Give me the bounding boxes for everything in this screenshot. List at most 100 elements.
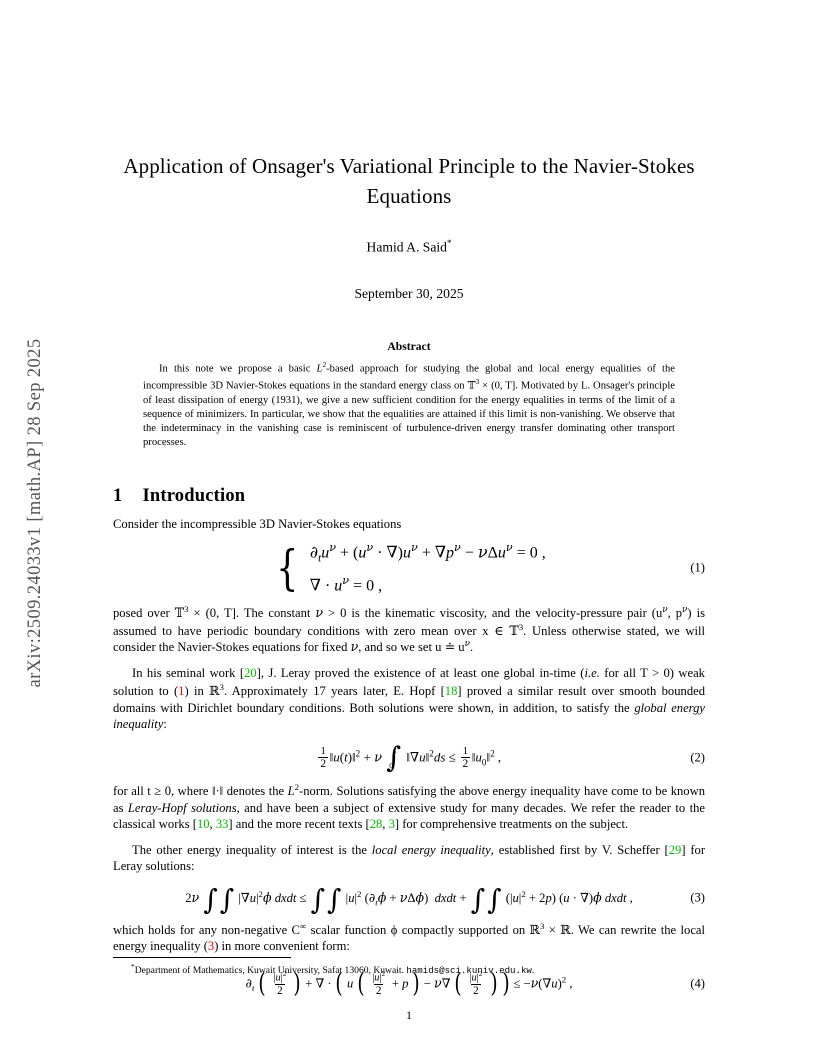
p6-reals-symbol: ℝ [529, 921, 541, 937]
p2-u-superscript-2: ν [464, 639, 470, 650]
author-line: Hamid A. Said* [113, 238, 705, 256]
p2-torus-exponent-2: 3 [518, 621, 524, 632]
abstract-math-T: 𝕋 [467, 379, 476, 392]
p3-seg-b: ], J. Leray proved the existence of at l… [256, 666, 585, 681]
abstract-math-L: L [316, 363, 323, 375]
p2-seg-c: > 0 is the kinematic viscosity, and the … [323, 606, 663, 621]
p4-italic-term: Leray-Hopf solutions [127, 800, 237, 815]
section-title: Introduction [142, 485, 246, 506]
arxiv-identifier-stamp: arXiv:2509.24033v1 [math.AP] 28 Sep 2025 [0, 0, 70, 1056]
citation-link-20[interactable]: 20 [244, 666, 257, 681]
abstract-math-T-exponent: 3 [475, 376, 480, 386]
p3-ie-italic: i.e. [584, 666, 600, 681]
section-number: 1 [113, 485, 123, 506]
p6-reals-symbol-2: ℝ [560, 921, 571, 937]
p6-infinity-exponent: ∞ [299, 920, 307, 931]
abstract-body: In this note we propose a basic L2-based… [143, 360, 675, 450]
equation-1-line-1: ∂tuν + (uν · ∇)uν + ∇pν − νΔuν = 0 , [309, 541, 546, 565]
equation-4-block: ∂t ( |u|2 2 ) + ∇ · ( u ( |u|2 2 + p ) − ν… [113, 968, 706, 999]
footnote-email[interactable]: hamids@sci.kuniv.edu.kw [406, 965, 532, 977]
p2-u-superscript: ν [662, 605, 668, 616]
citation-link-29[interactable]: 29 [668, 842, 682, 857]
p3-italic-term: global energy inequality [113, 700, 705, 732]
abstract-heading: Abstract [387, 340, 431, 354]
page-title: Application of Onsager's Variational Pri… [123, 154, 695, 208]
paragraph-leray-hopf: In his seminal work [20], J. Leray prove… [113, 665, 705, 732]
abstract-math-L-exponent: 2 [322, 360, 327, 370]
p4-seg-c: , and have been a subject of extensive s… [113, 800, 705, 832]
p2-seg-d: , p [667, 606, 683, 621]
footnote-body-text: Department of Mathematics, Kuwait Univer… [134, 965, 407, 977]
arxiv-stamp-text: arXiv:2509.24033v1 [math.AP] 28 Sep 2025 [24, 338, 45, 688]
equation-4-expression: ∂t ( |u|2 2 ) + ∇ · ( u ( |u|2 2 + p ) − ν… [245, 968, 573, 999]
equation-3-expression: 2ν ∫∫ |∇u|2ϕ dxdt ≤ ∫∫ |u|2 (∂tϕ + νΔϕ) … [185, 882, 633, 916]
section-heading-introduction: 1 Introduction [113, 486, 705, 507]
p6-seg-e: ) in more convenient form: [214, 939, 350, 954]
p2-seg-b: × (0, T]. The constant [188, 606, 316, 621]
paragraph-rewrite-lei: which holds for any non-negative C∞ scal… [113, 921, 705, 955]
equation-4-tag: (4) [690, 976, 705, 991]
paragraph-local-energy-inequality: The other energy inequality of interest … [113, 842, 705, 875]
author-footnote-marker: * [446, 237, 452, 248]
equation-1-rows: ∂tuν + (uν · ∇)uν + ∇pν − νΔuν = 0 , ∇ ·… [310, 541, 546, 595]
p5-seg-c: ] for Leray solutions: [113, 842, 706, 874]
eq4-frac-3: |u|2 2 [469, 969, 483, 998]
p6-reals-exponent: 3 [540, 920, 545, 931]
citation-link-28[interactable]: 28 [369, 817, 383, 832]
p4-math-L: L [287, 784, 295, 799]
p2-seg-h: . [469, 640, 474, 655]
p5-seg-b: , established first by V. Scheffer [ [490, 842, 669, 857]
system-brace-icon: { [276, 539, 299, 596]
equation-1-system: { ∂tuν + (uν · ∇)uν + ∇pν − νΔuν = 0 , ∇… [272, 539, 546, 596]
equation-3-block: 2ν ∫∫ |∇u|2ϕ dxdt ≤ ∫∫ |u|2 (∂tϕ + νΔϕ) … [113, 882, 705, 916]
p2-nu-symbol-2: ν [350, 639, 359, 655]
equation-2-tag: (2) [690, 750, 705, 765]
page-number: 1 [406, 1008, 412, 1022]
p4-cite-sep-1: , [209, 817, 216, 832]
equation-1-tag: (1) [690, 560, 705, 575]
p6-seg-d: . We can rewrite the local energy inequa… [113, 922, 705, 954]
citation-link-10[interactable]: 10 [196, 817, 210, 832]
p4-seg-b: -norm. Solutions satisfying the above en… [113, 784, 705, 815]
equation-ref-link-1[interactable]: 1 [178, 683, 185, 698]
paragraph-intro-lead: Consider the incompressible 3D Navier-St… [113, 516, 402, 531]
p3-seg-d: ) in [184, 683, 210, 698]
equation-1-block: { ∂tuν + (uν · ∇)uν + ∇pν − νΔuν = 0 , ∇… [113, 541, 705, 595]
p2-torus-symbol-2: 𝕋 [509, 622, 519, 638]
p2-torus-exponent: 3 [184, 604, 189, 615]
abstract-part-1: In this note we propose a basic [159, 363, 317, 375]
p2-seg-e: ) is assumed to have periodic boundary c… [113, 606, 705, 638]
equation-ref-link-3[interactable]: 3 [207, 939, 215, 954]
p4-seg-d: ] and the more recent texts [ [228, 817, 370, 832]
p3-seg-f: ] proved a similar result over smooth bo… [113, 683, 705, 715]
equation-1-line-2: ∇ · uν = 0 , [309, 573, 383, 595]
citation-link-18[interactable]: 18 [444, 683, 458, 698]
p2-p-superscript: ν [682, 605, 688, 616]
footnote-marker: * [131, 962, 135, 971]
p4-math-L-exponent: 2 [294, 782, 300, 793]
p5-italic-term: local energy inequality [371, 842, 491, 857]
equation-3-tag: (3) [690, 890, 705, 905]
paragraph-leray-hopf-solutions: for all t ≥ 0, where ‖·‖ denotes the L2-… [113, 782, 705, 833]
p4-seg-a: for all t ≥ 0, where ‖·‖ denotes the [113, 784, 288, 799]
footnote-period: . [531, 965, 535, 977]
p4-seg-e: ] for comprehensive treatments on the su… [394, 817, 629, 832]
paragraph-posed-over: posed over 𝕋3 × (0, T]. The constant ν >… [113, 604, 705, 656]
p3-reals-symbol: ℝ [209, 682, 220, 698]
author-name: Hamid A. Said [366, 239, 447, 255]
footnote-divider [113, 957, 291, 958]
p2-nu-symbol: ν [315, 605, 324, 621]
equation-2-expression: 1 2 ‖u(t)‖2 + ν t ∫ 0 ‖∇u‖2ds ≤ 1 2 ‖u0‖2 , [318, 739, 502, 774]
p3-seg-c: for all T > 0) weak solution to ( [113, 666, 705, 698]
footnote-affiliation: *Department of Mathematics, Kuwait Unive… [113, 962, 705, 978]
p5-seg-a: The other energy inequality of interest … [132, 842, 372, 857]
p6-seg-a: which holds for any non-negative C [113, 922, 300, 937]
citation-link-3[interactable]: 3 [388, 817, 395, 832]
p3-seg-g: : [163, 717, 167, 732]
citation-link-33[interactable]: 33 [215, 817, 229, 832]
eq4-frac-1: |u|2 2 [273, 969, 287, 998]
paper-page: Application of Onsager's Variational Pri… [113, 0, 705, 1056]
publication-date: September 30, 2025 [354, 286, 464, 302]
